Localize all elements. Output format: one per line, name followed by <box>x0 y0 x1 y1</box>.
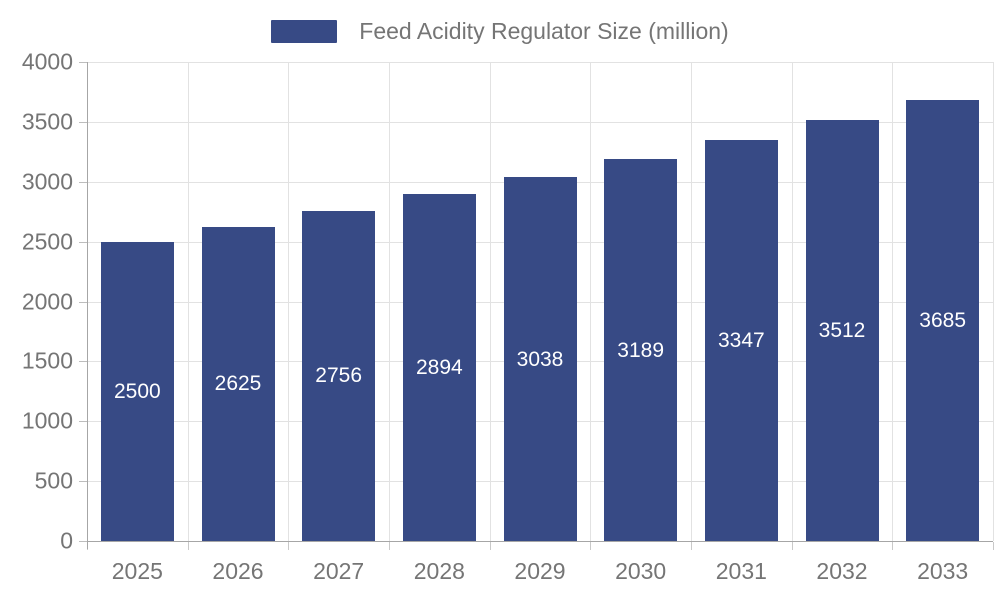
bar: 2894 <box>402 194 476 541</box>
bar-value-label: 3685 <box>919 308 967 332</box>
y-axis-tick <box>79 181 87 183</box>
y-axis-tick <box>79 62 87 63</box>
x-axis-line <box>87 541 993 542</box>
x-axis-tick-label: 2028 <box>413 558 465 584</box>
y-axis-tick <box>79 241 87 243</box>
x-axis-tick <box>691 542 692 550</box>
x-axis-tick-label: 2033 <box>917 558 969 584</box>
x-gridline <box>389 62 390 541</box>
bar: 3189 <box>604 159 678 541</box>
x-gridline <box>691 62 692 541</box>
x-axis-tick <box>993 542 994 550</box>
bar-value-label: 2756 <box>315 364 363 388</box>
x-axis-tick-label: 2030 <box>615 558 667 584</box>
x-gridline <box>288 62 290 541</box>
y-axis-tick <box>79 121 87 123</box>
x-gridline <box>892 62 894 541</box>
y-gridline <box>87 121 993 123</box>
y-axis-tick-label: 3000 <box>21 168 73 195</box>
legend-item[interactable]: Feed Acidity Regulator Size (million) <box>0 20 1000 43</box>
y-axis-tick-label: 2500 <box>21 228 73 255</box>
y-axis-tick <box>79 421 87 423</box>
x-axis-tick <box>892 542 894 550</box>
y-axis-tick-label: 0 <box>60 527 73 554</box>
y-axis-tick <box>79 301 87 303</box>
x-axis-tick <box>489 542 491 550</box>
x-gridline <box>791 62 793 541</box>
bar: 2500 <box>100 241 174 541</box>
y-axis-tick <box>79 541 87 542</box>
legend-swatch <box>271 20 338 43</box>
x-gridline <box>489 62 491 541</box>
y-axis-tick-label: 2000 <box>21 288 73 314</box>
bar-value-label: 3189 <box>617 338 665 362</box>
x-axis-tick-label: 2032 <box>816 558 868 584</box>
y-axis-tick <box>79 361 87 363</box>
x-axis-tick <box>389 542 390 550</box>
bar: 2756 <box>302 210 376 541</box>
x-axis-tick <box>791 542 793 550</box>
x-axis-tick <box>187 542 189 550</box>
bar-value-label: 3512 <box>818 319 866 343</box>
x-axis-tick <box>288 542 290 550</box>
bar-value-label: 2894 <box>415 356 463 380</box>
x-gridline <box>993 62 994 541</box>
bar: 3347 <box>704 140 778 541</box>
x-axis-tick-label: 2025 <box>111 558 163 584</box>
legend-label: Feed Acidity Regulator Size (million) <box>359 18 729 44</box>
y-axis-tick-label: 1000 <box>21 407 73 434</box>
x-axis-tick-label: 2026 <box>212 558 264 584</box>
bar-value-label: 3038 <box>516 347 564 371</box>
y-axis-line <box>87 62 88 549</box>
bar-value-label: 3347 <box>717 329 765 353</box>
bar: 3685 <box>906 99 980 541</box>
y-axis-tick-label: 500 <box>34 467 73 494</box>
x-gridline <box>590 62 592 541</box>
x-axis-tick-label: 2027 <box>313 558 365 584</box>
plot-area: 0 500 1000 1500 2000 2500 3000 3500 4000 2025 2026… <box>22 50 994 583</box>
bar-value-label: 2500 <box>113 379 161 403</box>
x-axis-tick-label: 2029 <box>514 558 566 584</box>
x-axis-tick <box>590 542 592 550</box>
x-gridline <box>187 62 189 541</box>
y-axis-tick-label: 1500 <box>21 347 73 374</box>
bar-value-label: 2625 <box>214 372 262 396</box>
y-axis-tick <box>79 481 87 483</box>
bar: 2625 <box>201 226 275 541</box>
bar: 3512 <box>805 120 879 541</box>
x-axis-tick-label: 2031 <box>715 558 767 584</box>
y-axis-tick-label: 4000 <box>21 48 73 75</box>
y-gridline <box>87 62 993 63</box>
y-axis-tick-label: 3500 <box>21 108 73 135</box>
bar: 3038 <box>503 177 577 541</box>
